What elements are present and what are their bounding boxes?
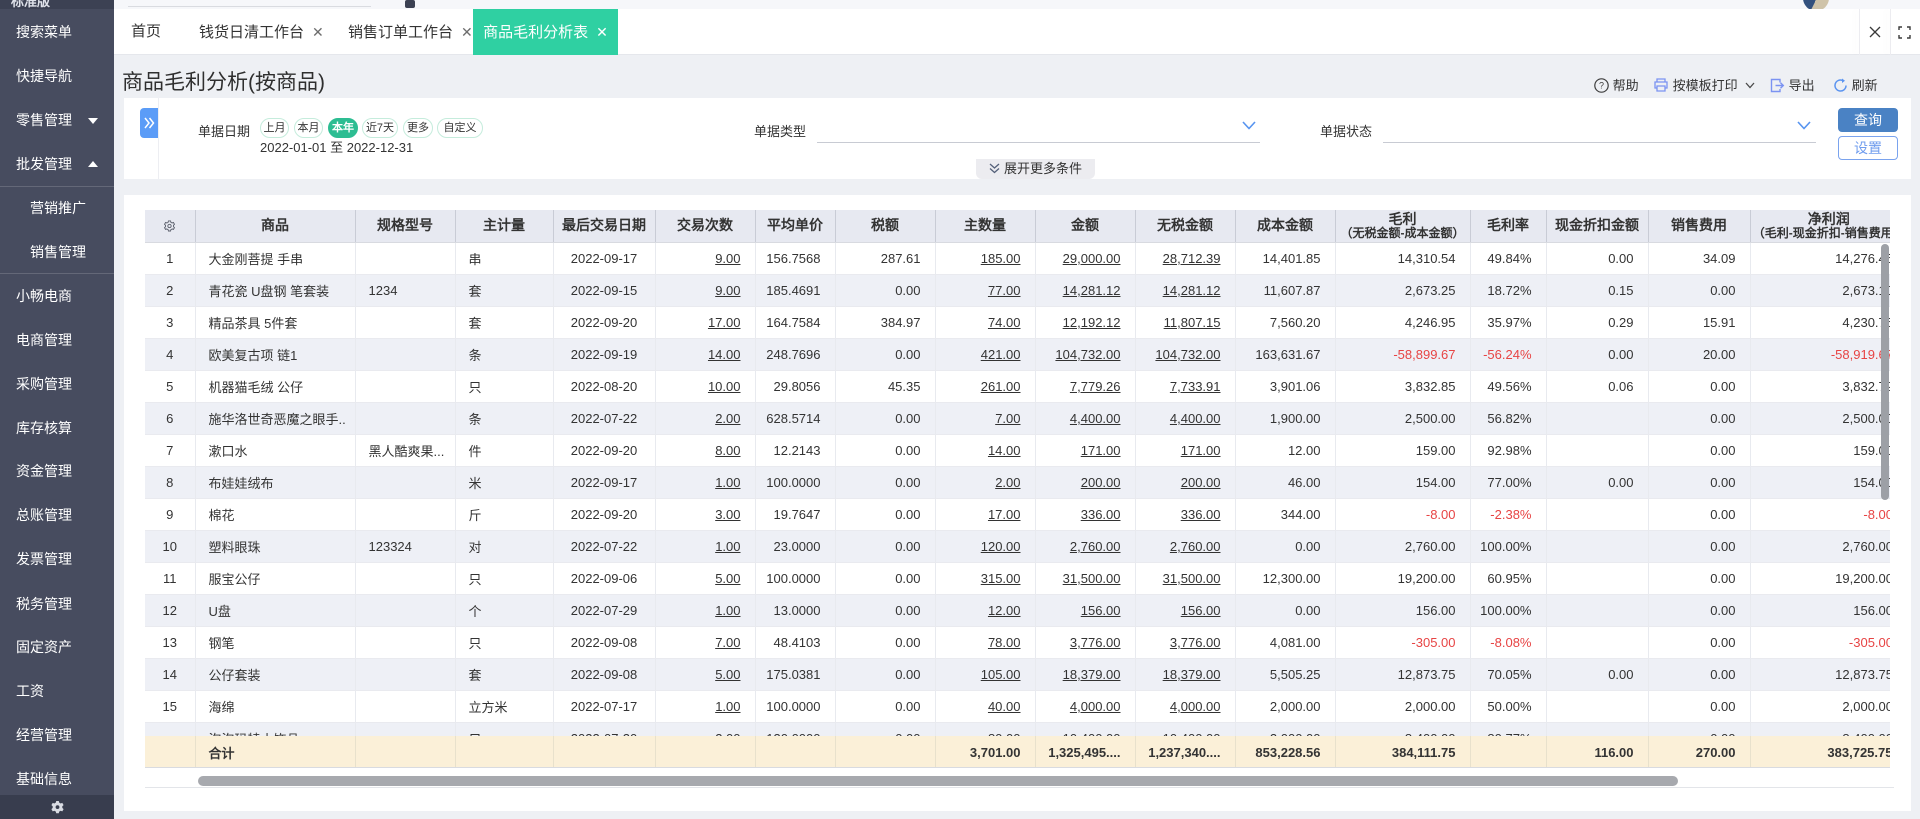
svg-text:?: ? <box>1599 81 1604 91</box>
